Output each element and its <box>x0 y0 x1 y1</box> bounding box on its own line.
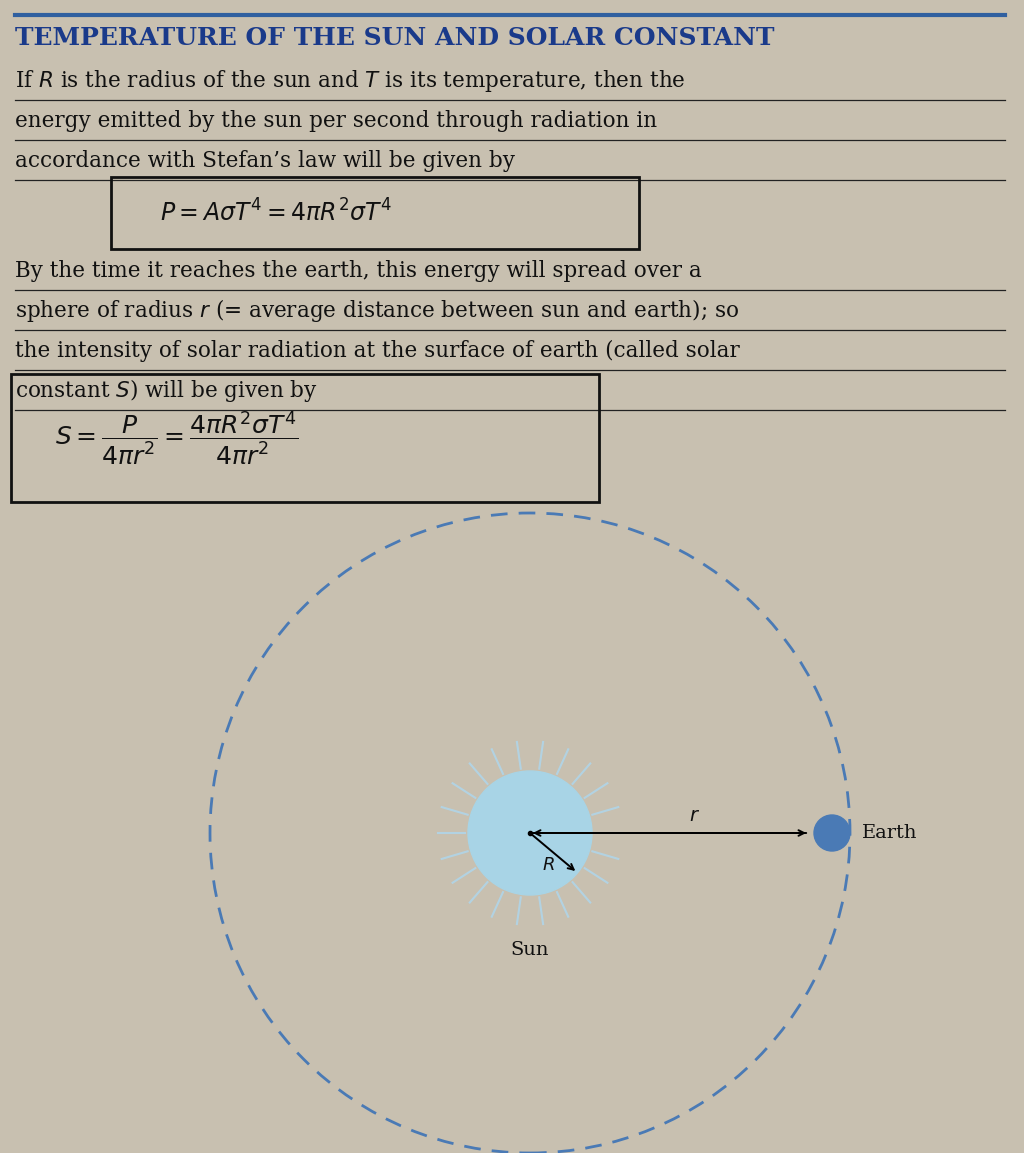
Text: sphere of radius $r$ (= average distance between sun and earth); so: sphere of radius $r$ (= average distance… <box>15 297 739 324</box>
Text: If $R$ is the radius of the sun and $T$ is its temperature, then the: If $R$ is the radius of the sun and $T$ … <box>15 68 685 95</box>
Text: TEMPERATURE OF THE SUN AND SOLAR CONSTANT: TEMPERATURE OF THE SUN AND SOLAR CONSTAN… <box>15 27 774 50</box>
Text: Sun: Sun <box>511 941 549 959</box>
Text: $S = \dfrac{P}{4\pi r^2} = \dfrac{4\pi R^2 \sigma T^4}{4\pi r^2}$: $S = \dfrac{P}{4\pi r^2} = \dfrac{4\pi R… <box>55 409 298 467</box>
Text: constant $S$) will be given by: constant $S$) will be given by <box>15 377 317 405</box>
Text: Earth: Earth <box>862 824 918 842</box>
Circle shape <box>814 815 850 851</box>
Text: By the time it reaches the earth, this energy will spread over a: By the time it reaches the earth, this e… <box>15 259 701 282</box>
Text: $r$: $r$ <box>689 807 700 826</box>
Text: the intensity of solar radiation at the surface of earth (called solar: the intensity of solar radiation at the … <box>15 340 739 362</box>
Text: energy emitted by the sun per second through radiation in: energy emitted by the sun per second thr… <box>15 110 657 131</box>
Text: $R$: $R$ <box>542 856 555 874</box>
Text: $P = A\sigma T^4 = 4\pi R^2 \sigma T^4$: $P = A\sigma T^4 = 4\pi R^2 \sigma T^4$ <box>160 199 392 227</box>
Text: accordance with Stefan’s law will be given by: accordance with Stefan’s law will be giv… <box>15 150 515 172</box>
Circle shape <box>468 771 592 895</box>
